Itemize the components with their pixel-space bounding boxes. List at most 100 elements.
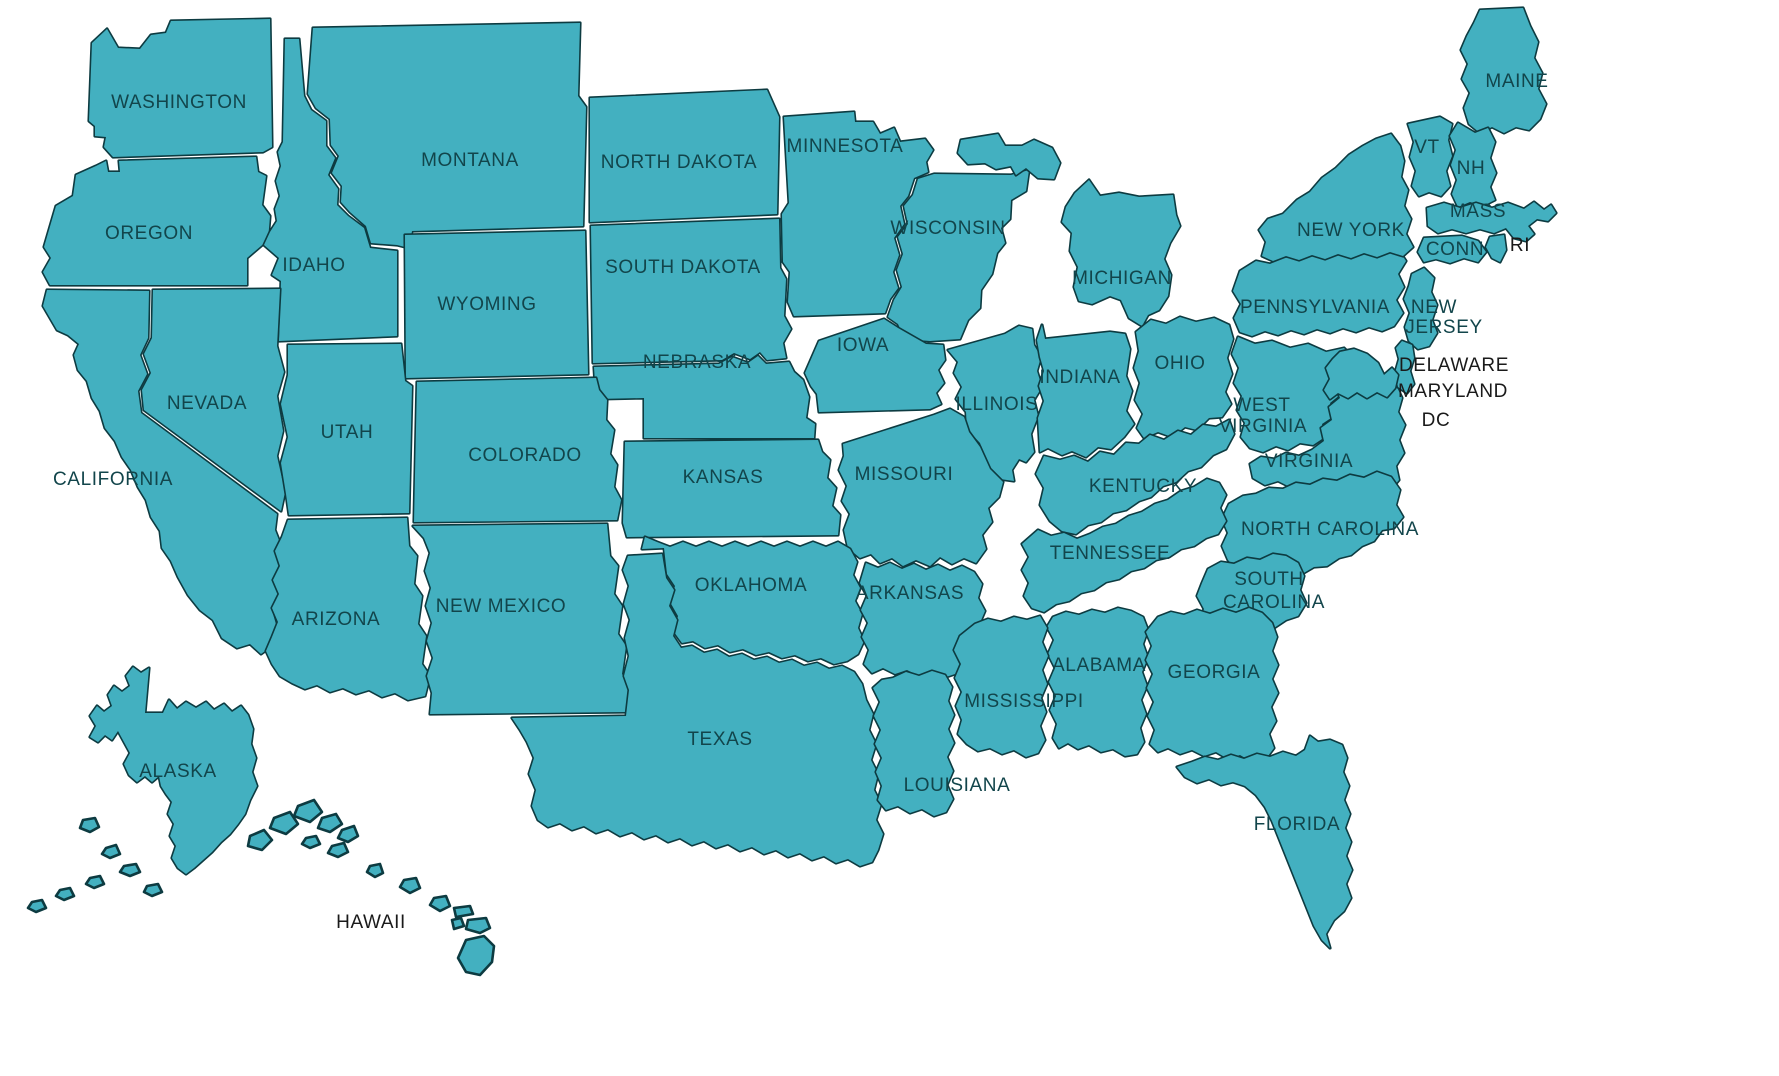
alaska-panhandle-5 [336, 824, 360, 844]
label-texas: TEXAS [687, 729, 752, 750]
label-new-hampshire: NH [1457, 158, 1486, 179]
label-montana: MONTANA [421, 150, 519, 171]
state-michigan-upper[interactable] [956, 132, 1062, 181]
state-indiana[interactable] [1035, 323, 1136, 459]
alaska-panhandle-3 [292, 798, 324, 824]
label-new-jersey-line2: JERSEY [1405, 317, 1483, 338]
label-indiana: INDIANA [1039, 367, 1120, 388]
label-idaho: IDAHO [282, 255, 345, 276]
state-vermont[interactable] [1406, 115, 1454, 198]
state-georgia[interactable] [1144, 606, 1280, 764]
state-louisiana[interactable] [871, 669, 956, 818]
label-south-carolina-line1: SOUTH [1234, 569, 1304, 590]
label-wyoming: WYOMING [437, 294, 536, 315]
alaska-panhandle-2 [268, 810, 300, 836]
state-utah[interactable] [279, 342, 414, 517]
state-new-mexico[interactable] [411, 522, 632, 716]
label-new-york: NEW YORK [1297, 220, 1405, 241]
alaska-island-5 [54, 886, 76, 902]
state-new-jersey[interactable] [1402, 266, 1439, 351]
label-massachusetts: MASS [1450, 201, 1506, 222]
state-washington[interactable] [87, 17, 274, 159]
state-maryland[interactable] [1322, 347, 1400, 401]
state-kentucky[interactable] [1034, 418, 1236, 536]
hawaii-island-kauai [398, 876, 422, 895]
hawaii-island-oahu [428, 894, 452, 913]
state-alabama[interactable] [1045, 606, 1150, 758]
label-arkansas: ARKANSAS [856, 583, 964, 604]
state-connecticut[interactable] [1416, 234, 1488, 265]
state-ohio[interactable] [1132, 315, 1235, 440]
state-mississippi[interactable] [952, 614, 1050, 759]
hawaii-island-hawaii [456, 934, 496, 977]
label-oregon: OREGON [105, 223, 193, 244]
state-illinois[interactable] [946, 324, 1044, 483]
label-georgia: GEORGIA [1168, 662, 1261, 683]
state-oregon[interactable] [41, 155, 272, 287]
label-arizona: ARIZONA [292, 609, 381, 630]
hawaii-island-maui [464, 916, 492, 935]
label-dc: DC [1422, 410, 1451, 431]
state-delaware[interactable] [1393, 339, 1416, 395]
state-rhode-island[interactable] [1484, 233, 1508, 264]
label-oklahoma: OKLAHOMA [695, 575, 808, 596]
label-vermont: VT [1414, 137, 1439, 158]
label-maryland: MARYLAND [1398, 381, 1508, 402]
state-missouri[interactable] [837, 407, 1005, 568]
state-minnesota[interactable] [780, 110, 935, 318]
state-arizona[interactable] [264, 516, 432, 702]
label-wisconsin: WISCONSIN [890, 218, 1005, 239]
label-utah: UTAH [321, 422, 374, 443]
state-alaska[interactable] [88, 665, 259, 876]
state-south-dakota[interactable] [589, 217, 793, 365]
alaska-island-3 [118, 862, 142, 878]
state-maine[interactable] [1459, 6, 1548, 135]
label-connecticut: CONN [1426, 239, 1484, 260]
state-colorado[interactable] [412, 376, 623, 524]
label-alaska: ALASKA [139, 761, 217, 782]
state-iowa[interactable] [803, 317, 947, 414]
label-california: CALIFORNIA [53, 469, 173, 490]
hawaii-island-niihau [365, 862, 385, 879]
label-south-dakota: SOUTH DAKOTA [605, 257, 761, 278]
state-tennessee[interactable] [1020, 477, 1228, 614]
label-ohio: OHIO [1155, 353, 1206, 374]
label-maine: MAINE [1485, 71, 1548, 92]
hawaii-island-molokai [452, 904, 475, 919]
label-new-jersey-line1: NEW [1411, 297, 1457, 318]
state-nebraska[interactable] [592, 354, 817, 440]
label-north-dakota: NORTH DAKOTA [601, 152, 757, 173]
state-florida[interactable] [1175, 734, 1354, 950]
label-missouri: MISSOURI [855, 464, 954, 485]
label-alabama: ALABAMA [1052, 655, 1146, 676]
label-florida: FLORIDA [1254, 814, 1341, 835]
state-massachusetts[interactable] [1425, 200, 1558, 243]
alaska-island-2 [100, 843, 122, 860]
label-nebraska: NEBRASKA [643, 352, 751, 373]
state-north-dakota[interactable] [588, 88, 781, 224]
hawaii-island-lanai [450, 916, 466, 931]
state-montana[interactable] [306, 21, 588, 250]
alaska-island-4 [84, 874, 106, 890]
state-new-york[interactable] [1257, 132, 1415, 263]
label-minnesota: MINNESOTA [787, 136, 904, 157]
state-wyoming[interactable] [403, 229, 590, 380]
label-louisiana: LOUISIANA [904, 775, 1011, 796]
state-idaho[interactable] [262, 37, 399, 343]
alaska-island-1 [78, 816, 101, 834]
label-kansas: KANSAS [683, 467, 764, 488]
alaska-island-7 [142, 882, 164, 898]
alaska-panhandle-6 [326, 841, 350, 859]
label-west-virginia-line1: WEST [1233, 395, 1290, 416]
label-virginia: VIRGINIA [1265, 451, 1353, 472]
state-michigan-lower[interactable] [1060, 178, 1182, 328]
alaska-island-6 [26, 898, 48, 914]
state-california[interactable] [41, 288, 286, 656]
label-washington: WASHINGTON [111, 92, 247, 113]
state-kansas[interactable] [621, 438, 842, 539]
label-south-carolina-line2: CAROLINA [1223, 592, 1325, 613]
state-oklahoma[interactable] [640, 535, 866, 666]
label-nevada: NEVADA [167, 393, 247, 414]
